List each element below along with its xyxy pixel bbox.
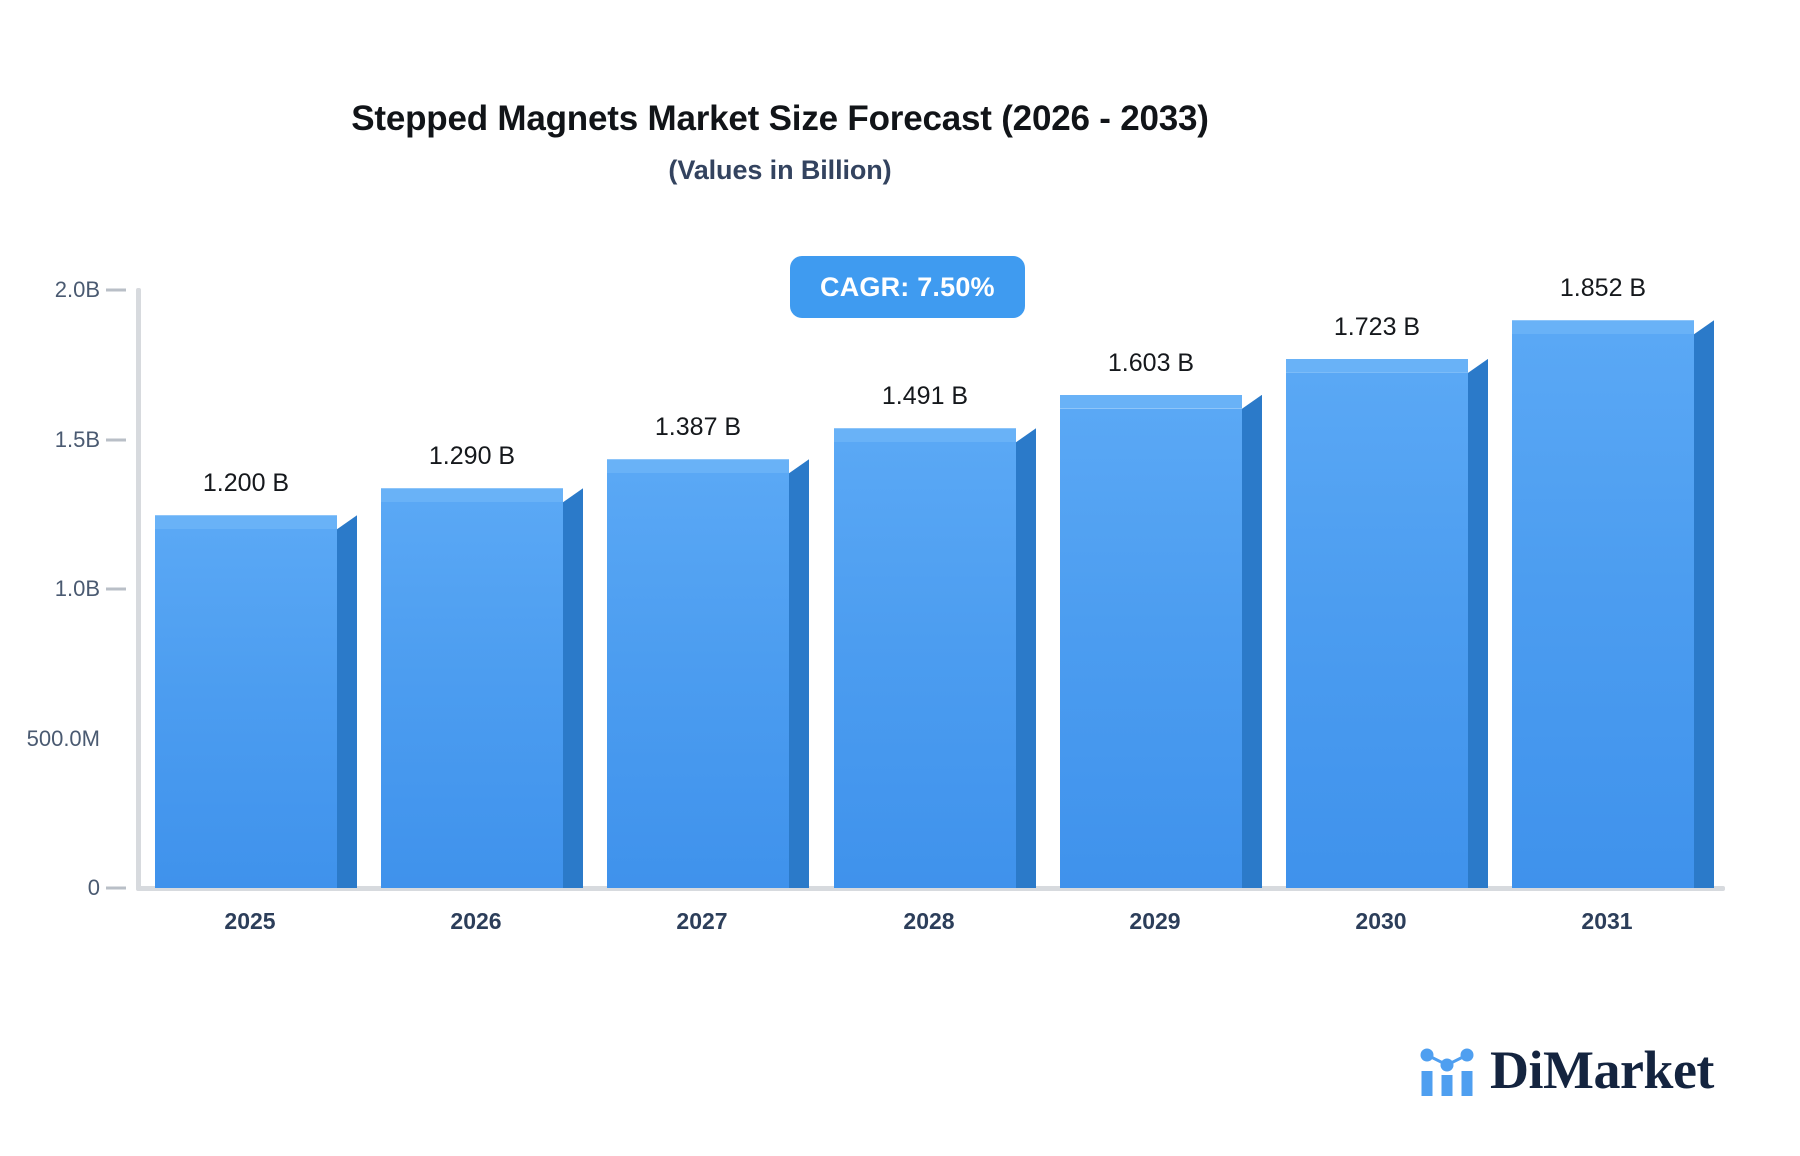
bar-top-face xyxy=(381,488,563,503)
x-axis-tick-label: 2026 xyxy=(450,908,502,934)
y-axis-tick-label: 2.0B xyxy=(54,277,100,302)
y-axis-tick-label: 500.0M xyxy=(26,725,100,751)
title-block: Stepped Magnets Market Size Forecast (20… xyxy=(0,99,1800,186)
y-axis-tick-label: 1.5B xyxy=(54,426,100,452)
bar-value-label: 1.290 B xyxy=(428,442,516,471)
bar-column[interactable] xyxy=(381,488,583,888)
x-axis-line xyxy=(136,886,1725,891)
chart-subtitle: (Values in Billion) xyxy=(668,154,892,185)
bar-value-label: 1.723 B xyxy=(1333,312,1421,341)
x-axis-tick-label: 2025 xyxy=(224,908,276,934)
y-axis-tick-mark xyxy=(106,886,126,890)
bar-value-label: 1.491 B xyxy=(881,382,969,411)
bar-value-label: 1.603 B xyxy=(1107,348,1195,377)
bar-chart-icon xyxy=(1420,1048,1474,1096)
bar-front-face xyxy=(1512,334,1694,888)
bar-front-face xyxy=(1286,372,1468,888)
bar-side-face xyxy=(337,515,357,888)
bar-top-face xyxy=(155,515,337,530)
bar-column[interactable] xyxy=(155,515,357,888)
bar-front-face xyxy=(834,442,1016,888)
page-title: Stepped Magnets Market Size Forecast (20… xyxy=(351,99,1209,138)
y-axis-tick-label: 1.0B xyxy=(54,576,100,601)
bar-column[interactable] xyxy=(607,459,809,888)
x-axis-tick-label: 2028 xyxy=(903,908,955,934)
y-axis-tick-mark xyxy=(106,288,126,292)
bar-side-face xyxy=(1694,320,1714,888)
x-axis-tick-label: 2027 xyxy=(676,908,728,934)
x-axis-tick-label: 2029 xyxy=(1129,908,1181,934)
bar-top-face xyxy=(1060,394,1242,409)
bar-front-face xyxy=(1060,408,1242,888)
y-axis-tick-mark xyxy=(106,438,126,441)
y-axis-tick-label: 0 xyxy=(87,875,100,900)
bar-top-face xyxy=(607,459,789,474)
bar-side-face xyxy=(1242,394,1262,888)
bar-side-face xyxy=(789,459,809,888)
bar-column[interactable] xyxy=(834,428,1036,888)
bar-value-label: 1.852 B xyxy=(1559,274,1647,303)
bar-top-face xyxy=(1512,320,1694,335)
dimarket-logo: DiMarket xyxy=(1418,1042,1714,1098)
bar-top-face xyxy=(1286,358,1468,373)
bar-value-label: 1.200 B xyxy=(202,469,290,498)
bar-side-face xyxy=(1468,358,1488,888)
bar-front-face xyxy=(607,473,789,888)
bar-column[interactable] xyxy=(1286,358,1488,888)
bar-column[interactable] xyxy=(1060,394,1262,888)
bar-side-face xyxy=(1016,428,1036,888)
logo-text: DiMarket xyxy=(1490,1040,1714,1100)
bar-column[interactable] xyxy=(1512,320,1714,888)
bar-top-face xyxy=(834,428,1016,443)
y-axis-tick-mark xyxy=(106,587,126,591)
bar-value-label: 1.387 B xyxy=(654,413,742,442)
y-axis-line xyxy=(136,288,141,890)
bar-front-face xyxy=(155,529,337,888)
x-axis-tick-label: 2031 xyxy=(1581,908,1633,934)
cagr-badge: CAGR: 7.50% xyxy=(790,256,1025,318)
x-axis-tick-label: 2030 xyxy=(1355,908,1407,934)
bar-front-face xyxy=(381,502,563,888)
bar-side-face xyxy=(563,488,583,888)
